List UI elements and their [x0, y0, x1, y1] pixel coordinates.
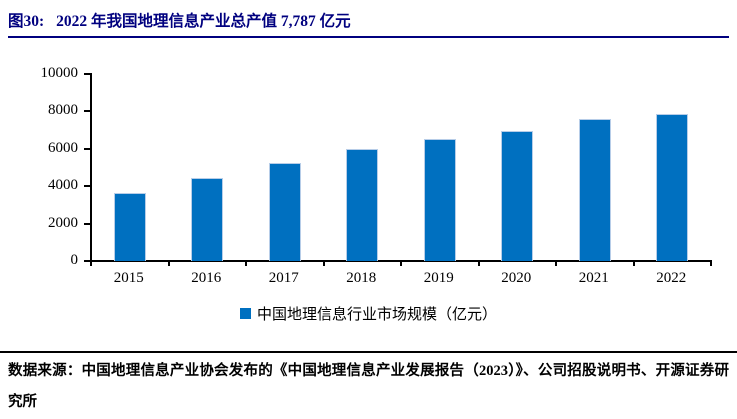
x-axis-label-2016: 2016	[191, 270, 222, 286]
x-tick-mark	[245, 260, 247, 266]
y-tick-mark	[84, 110, 90, 113]
title-underline	[8, 36, 729, 38]
x-axis-label-2021: 2021	[578, 270, 609, 286]
y-tick-label: 2000	[48, 214, 78, 231]
y-tick-label: 10000	[40, 65, 79, 81]
data-source-note: 数据来源：中国地理信息产业协会发布的《中国地理信息产业发展报告（2023）》、公…	[8, 363, 729, 410]
y-axis-line	[90, 73, 92, 262]
x-tick-mark	[322, 260, 325, 266]
figure-number-label: 图30:	[8, 13, 45, 30]
x-tick-mark	[710, 260, 712, 266]
figure-title: 2022 年我国地理信息产业总产值 7,787 亿元	[56, 13, 351, 30]
bar-2016	[191, 178, 224, 261]
bar-2017	[268, 163, 301, 261]
chart-legend: 中国地理信息行业市场规模（亿元）	[0, 303, 737, 324]
x-tick-mark	[167, 260, 170, 266]
y-tick-mark	[84, 222, 90, 225]
bar-2022	[656, 114, 689, 261]
x-axis-label-2022: 2022	[656, 270, 687, 286]
y-tick-label: 6000	[48, 139, 78, 156]
y-tick-label: 8000	[48, 102, 78, 119]
x-tick-mark	[90, 260, 92, 266]
bar-2020	[501, 131, 534, 261]
footer-divider	[0, 351, 737, 353]
bar-2019	[423, 138, 456, 261]
figure-header: 图30: 2022 年我国地理信息产业总产值 7,787 亿元	[8, 9, 729, 31]
legend-square-icon	[239, 308, 251, 319]
x-tick-mark	[400, 260, 402, 266]
y-tick-label: 4000	[48, 177, 78, 194]
x-axis-label-2020: 2020	[501, 270, 532, 286]
legend-series-label: 中国地理信息行业市场规模（亿元）	[256, 307, 497, 323]
bar-2021	[578, 119, 611, 261]
x-axis-label-2019: 2019	[423, 270, 454, 286]
x-axis-label-2018: 2018	[346, 270, 377, 286]
x-axis-label-2015: 2015	[113, 270, 144, 286]
bar-2015	[113, 192, 146, 261]
x-tick-mark	[477, 260, 480, 266]
y-tick-label: 0	[70, 252, 79, 268]
x-axis-label-2017: 2017	[268, 270, 299, 286]
y-tick-mark	[84, 185, 90, 188]
x-tick-mark	[632, 260, 635, 266]
x-tick-mark	[555, 260, 557, 266]
y-tick-mark	[84, 73, 90, 75]
y-tick-mark	[84, 260, 90, 262]
bar-2018	[346, 148, 379, 261]
y-tick-mark	[84, 147, 90, 150]
